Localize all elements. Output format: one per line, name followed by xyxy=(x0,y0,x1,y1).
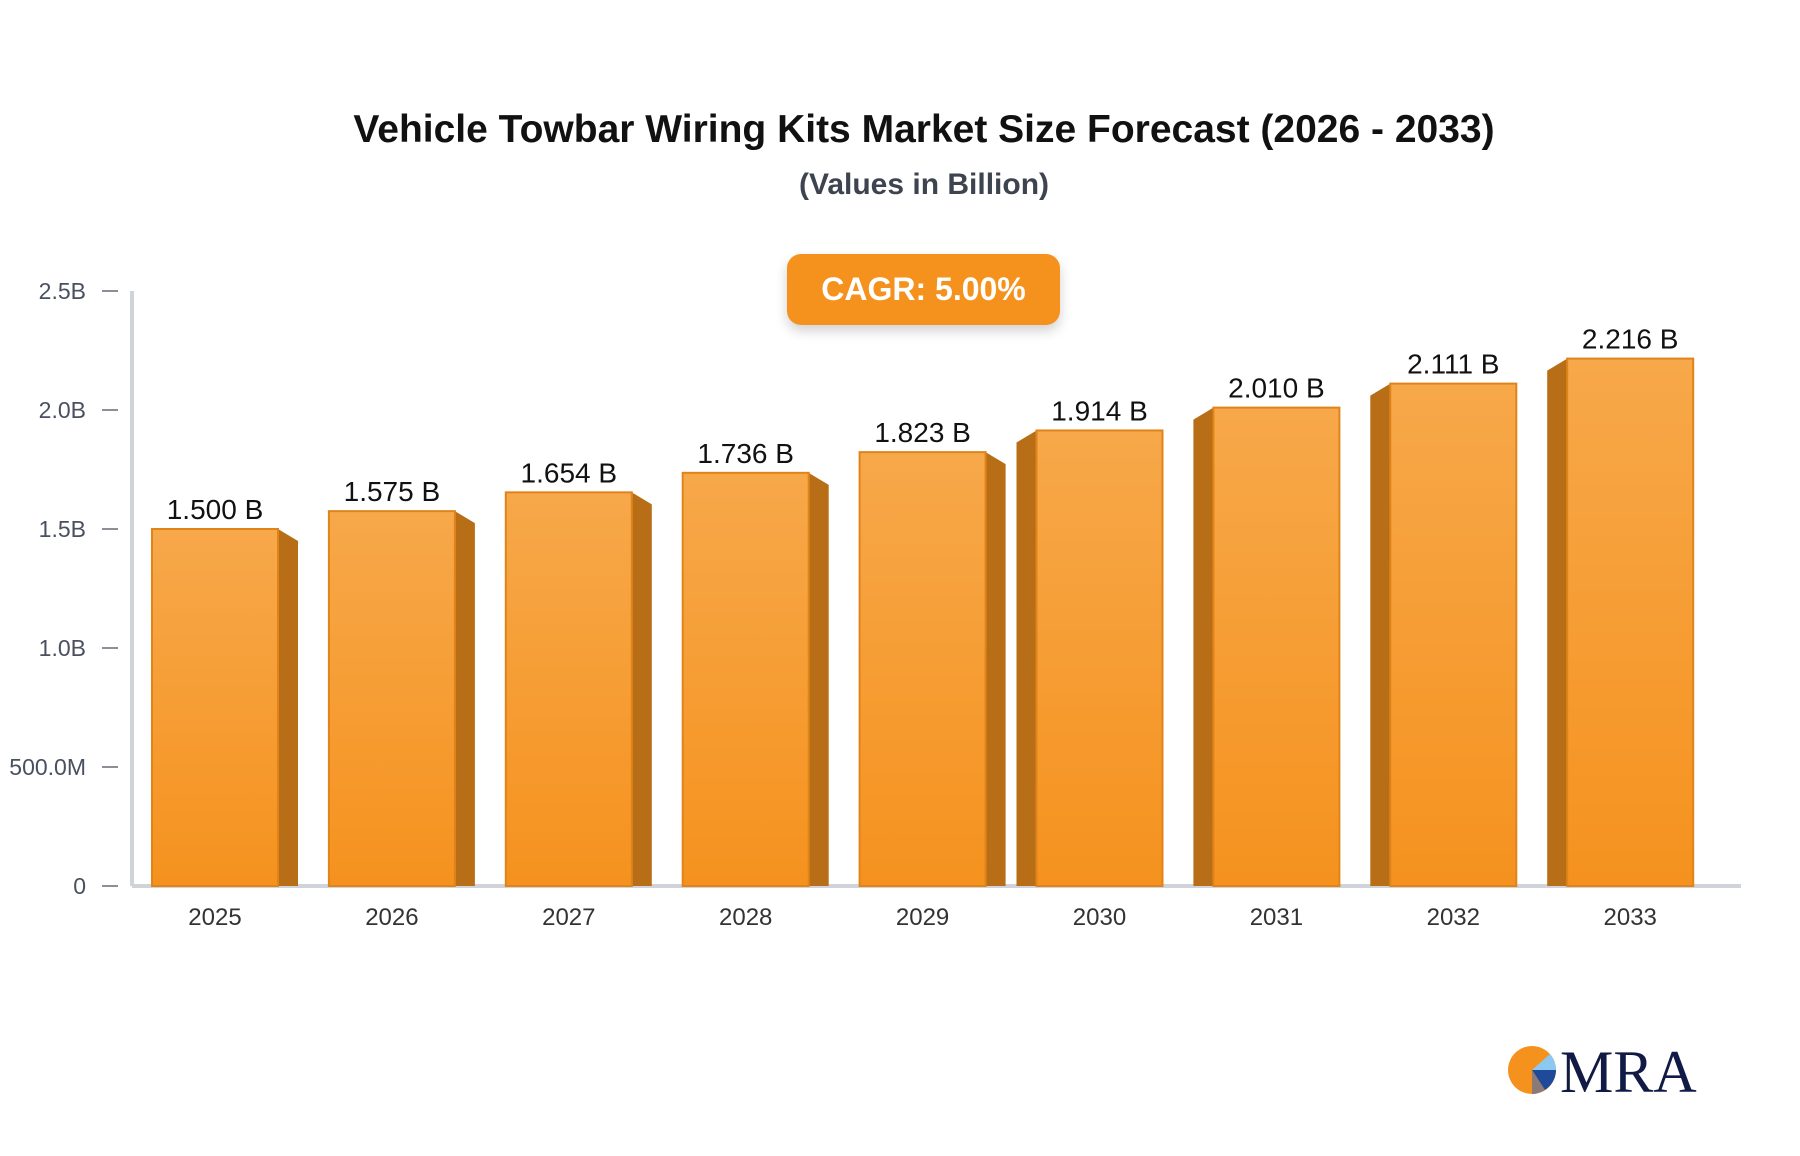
data-label: 1.500 B xyxy=(167,494,264,525)
bar-side xyxy=(1193,407,1214,886)
data-label: 1.736 B xyxy=(697,438,794,469)
bar-side xyxy=(1016,430,1037,886)
bar xyxy=(504,491,633,887)
bar xyxy=(681,471,810,887)
data-label: 2.010 B xyxy=(1228,373,1325,404)
data-label: 1.914 B xyxy=(1051,395,1148,426)
bar-side xyxy=(1547,358,1568,886)
bar-side xyxy=(1370,383,1391,886)
data-label: 1.654 B xyxy=(521,457,618,488)
chart-title: Vehicle Towbar Wiring Kits Market Size F… xyxy=(353,108,1495,151)
bar xyxy=(151,528,279,887)
y-tick-label: 2.0B xyxy=(39,397,86,423)
x-tick-label: 2030 xyxy=(1073,904,1126,931)
x-tick-label: 2031 xyxy=(1250,904,1303,931)
cagr-badge: CAGR: 5.00% xyxy=(787,254,1060,325)
x-tick-label: 2026 xyxy=(365,904,418,931)
bar xyxy=(327,510,456,887)
bar xyxy=(1389,382,1518,887)
x-tick-label: 2032 xyxy=(1427,904,1480,931)
y-tick-label: 2.5B xyxy=(39,278,86,304)
data-label: 1.575 B xyxy=(344,476,441,507)
bar-side xyxy=(454,511,475,886)
svg-text:MRA: MRA xyxy=(1560,1040,1697,1100)
mra-logo: MRA xyxy=(1508,1040,1697,1100)
data-label: 1.823 B xyxy=(874,417,971,448)
x-tick-label: 2028 xyxy=(719,904,772,931)
y-tick-label: 1.5B xyxy=(39,516,86,542)
bar-side xyxy=(985,452,1006,886)
data-label: 2.111 B xyxy=(1407,349,1499,380)
y-tick-label: 500.0M xyxy=(9,754,86,780)
x-tick-label: 2033 xyxy=(1604,904,1657,931)
x-tick-label: 2027 xyxy=(542,904,595,931)
bar xyxy=(1566,357,1695,888)
bar-side xyxy=(631,492,652,886)
bar-side xyxy=(278,529,298,886)
y-tick-label: 0 xyxy=(73,873,86,899)
bar xyxy=(1212,406,1341,887)
data-label: 2.216 B xyxy=(1582,324,1679,355)
bar xyxy=(1035,429,1164,887)
y-tick-label: 1.0B xyxy=(39,635,86,661)
bar xyxy=(858,451,987,887)
x-tick-label: 2025 xyxy=(188,904,241,931)
chart-subtitle: (Values in Billion) xyxy=(798,168,1050,201)
bar-side xyxy=(808,472,829,886)
x-tick-label: 2029 xyxy=(896,904,949,931)
